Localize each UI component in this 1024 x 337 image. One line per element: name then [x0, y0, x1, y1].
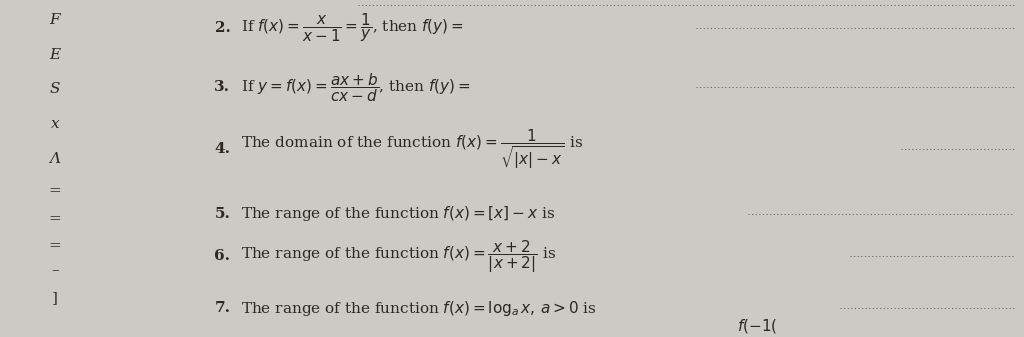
Text: =: =: [48, 184, 61, 198]
Text: If $y = f(x) = \dfrac{ax+b}{cx-d}$, then $f(y) = $: If $y = f(x) = \dfrac{ax+b}{cx-d}$, then…: [241, 71, 470, 104]
Text: =: =: [48, 212, 61, 226]
Text: If $f(x) = \dfrac{x}{x-1} = \dfrac{1}{y}$, then $f(y) = $: If $f(x) = \dfrac{x}{x-1} = \dfrac{1}{y}…: [241, 11, 464, 44]
Text: –: –: [51, 263, 58, 277]
Text: E: E: [49, 48, 60, 62]
Text: x: x: [50, 117, 59, 131]
Text: The domain of the function $f(x) = \dfrac{1}{\sqrt{|x|-x}}$ is: The domain of the function $f(x) = \dfra…: [241, 127, 583, 171]
Text: Λ: Λ: [49, 152, 60, 166]
Text: ]: ]: [52, 291, 58, 305]
Text: 7.: 7.: [214, 301, 230, 315]
Text: The range of the function $f(x) = [x] - x$ is: The range of the function $f(x) = [x] - …: [241, 204, 555, 223]
Text: S: S: [50, 83, 60, 96]
Text: 5.: 5.: [214, 207, 230, 221]
Text: F: F: [50, 13, 60, 27]
Text: $f(-1($: $f(-1($: [737, 317, 778, 335]
Text: 2.: 2.: [214, 21, 230, 35]
Text: 4.: 4.: [214, 142, 230, 156]
Text: 6.: 6.: [214, 249, 230, 264]
Text: 3.: 3.: [214, 81, 230, 94]
Text: The range of the function $f(x) = \log_a x,\, a > 0$ is: The range of the function $f(x) = \log_a…: [241, 299, 596, 317]
Text: The range of the function $f(x) = \dfrac{x+2}{|x+2|}$ is: The range of the function $f(x) = \dfrac…: [241, 238, 556, 275]
Text: =: =: [48, 240, 61, 253]
